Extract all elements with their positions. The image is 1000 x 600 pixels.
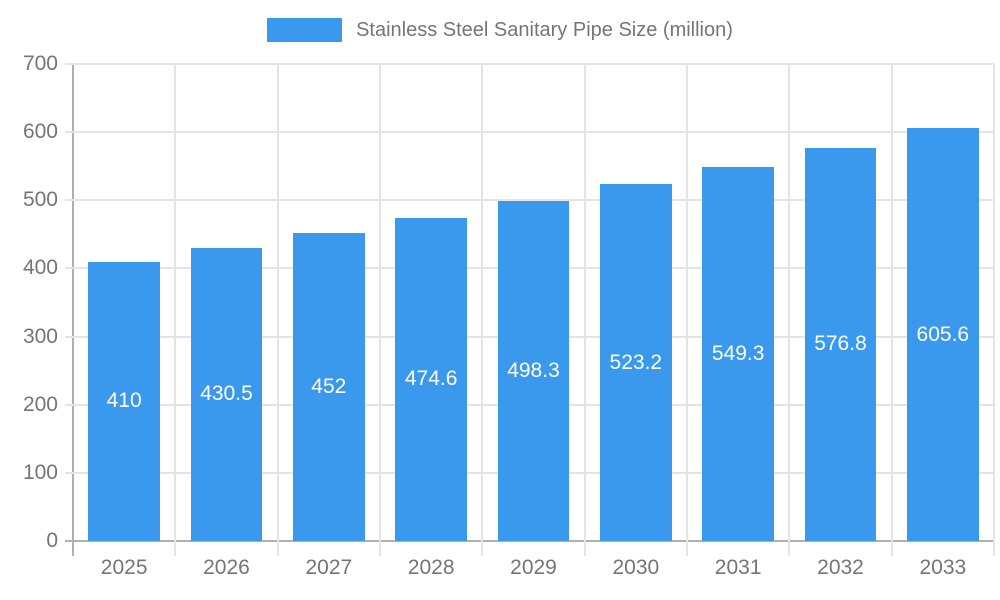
y-tick-label: 600 — [22, 120, 58, 144]
vertical-gridline — [993, 64, 995, 556]
y-axis-labels: 0 100 200 300 400 500 600 700 — [0, 52, 58, 552]
horizontal-gridline — [73, 199, 994, 202]
x-tick-label: 2033 — [919, 556, 967, 579]
bar-value-label: 430.5 — [200, 382, 253, 406]
vertical-gridline — [685, 64, 688, 556]
y-tick-label: 500 — [22, 188, 58, 212]
bar-value-label: 576.8 — [814, 332, 867, 356]
bar-2028[interactable]: 474.6 — [395, 217, 467, 541]
bar-2027[interactable]: 452 — [293, 233, 365, 541]
x-tick-label: 2030 — [612, 556, 660, 579]
y-axis-tick — [65, 471, 73, 474]
bar-value-label: 605.6 — [916, 322, 970, 346]
y-axis-tick — [65, 335, 73, 338]
y-axis-tick — [65, 403, 73, 406]
legend-swatch-icon[interactable] — [267, 18, 343, 42]
vertical-gridline — [481, 64, 484, 556]
y-tick-label: 400 — [22, 256, 58, 280]
y-tick-label: 100 — [22, 460, 58, 484]
bar-value-label: 452 — [311, 375, 347, 398]
vertical-gridline — [378, 64, 381, 556]
vertical-gridline — [583, 64, 586, 556]
bar-2032[interactable]: 576.8 — [804, 147, 877, 541]
y-tick-label: 0 — [46, 529, 58, 552]
bar-2029[interactable]: 498.3 — [497, 201, 570, 541]
horizontal-gridline — [73, 63, 994, 65]
legend-label[interactable]: Stainless Steel Sanitary Pipe Size (mill… — [356, 18, 733, 41]
bar-2025[interactable]: 410 — [88, 261, 160, 541]
y-axis-tick — [65, 63, 73, 65]
bar-value-label: 498.3 — [507, 359, 560, 383]
x-tick-label: 2028 — [407, 556, 455, 579]
y-axis-tick — [65, 199, 73, 202]
vertical-gridline — [276, 64, 279, 556]
bar-2033[interactable]: 605.6 — [907, 128, 979, 541]
y-tick-label: 200 — [22, 392, 58, 416]
vertical-gridline — [890, 64, 893, 556]
horizontal-gridline — [73, 131, 994, 134]
vertical-gridline — [174, 64, 177, 556]
chart-legend: Stainless Steel Sanitary Pipe Size (mill… — [0, 16, 1000, 44]
bar-2026[interactable]: 430.5 — [190, 247, 263, 541]
bar-value-label: 410 — [106, 389, 142, 413]
y-axis-tick — [65, 131, 73, 134]
bar-value-label: 549.3 — [711, 341, 765, 365]
x-tick-label: 2032 — [817, 556, 864, 579]
x-tick-label: 2025 — [100, 556, 148, 579]
x-tick-label: 2031 — [714, 556, 762, 579]
x-tick-label: 2029 — [510, 556, 557, 579]
x-axis-labels: 2025 2026 2027 2028 2029 2030 2031 2032 2033 — [73, 556, 994, 586]
y-tick-label: 300 — [22, 324, 58, 348]
x-tick-label: 2027 — [305, 556, 353, 579]
bar-value-label: 474.6 — [404, 367, 458, 391]
y-axis-line — [72, 64, 74, 556]
bar-value-label: 523.2 — [609, 350, 663, 374]
vertical-gridline — [788, 64, 791, 556]
y-axis-tick — [65, 267, 73, 270]
x-tick-label: 2026 — [203, 556, 250, 579]
y-tick-label: 700 — [22, 52, 58, 75]
bar-2030[interactable]: 523.2 — [600, 184, 672, 541]
plot-area: 410 430.5 452 474.6 498.3 523.2 549.3 576.8 605.… — [65, 63, 995, 556]
x-axis-line — [65, 540, 994, 542]
bar-2031[interactable]: 549.3 — [702, 166, 774, 541]
